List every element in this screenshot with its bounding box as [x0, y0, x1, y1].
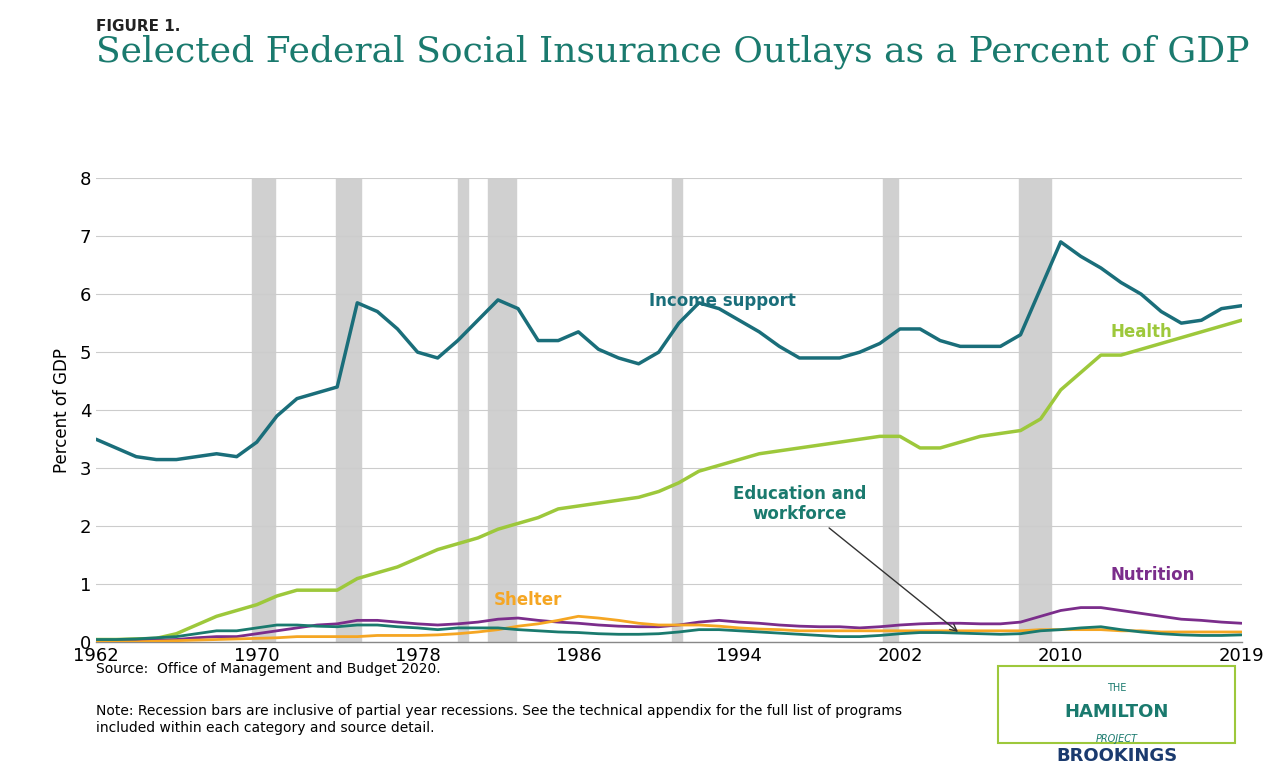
Text: HAMILTON: HAMILTON [1065, 703, 1169, 721]
Bar [672, 178, 682, 642]
Bar [458, 178, 467, 642]
Y-axis label: Percent of GDP: Percent of GDP [54, 348, 72, 473]
Text: Shelter: Shelter [494, 591, 562, 608]
Text: Note: Recession bars are inclusive of partial year recessions. See the technical: Note: Recession bars are inclusive of pa… [96, 704, 902, 735]
Bar [883, 178, 899, 642]
Text: FIGURE 1.: FIGURE 1. [96, 19, 180, 34]
Bar [1019, 178, 1051, 642]
Bar [335, 178, 361, 642]
Text: BROOKINGS: BROOKINGS [1057, 747, 1178, 765]
Text: Nutrition: Nutrition [1111, 567, 1196, 584]
Text: PROJECT: PROJECT [1096, 734, 1138, 744]
Text: Education and
workforce: Education and workforce [732, 485, 957, 631]
Text: Source:  Office of Management and Budget 2020.: Source: Office of Management and Budget … [96, 662, 440, 676]
Bar [252, 178, 275, 642]
Text: Health: Health [1111, 323, 1172, 341]
Text: THE: THE [1107, 683, 1126, 693]
Bar [488, 178, 516, 642]
Text: Income support: Income support [649, 293, 796, 310]
Text: Selected Federal Social Insurance Outlays as a Percent of GDP: Selected Federal Social Insurance Outlay… [96, 35, 1249, 70]
